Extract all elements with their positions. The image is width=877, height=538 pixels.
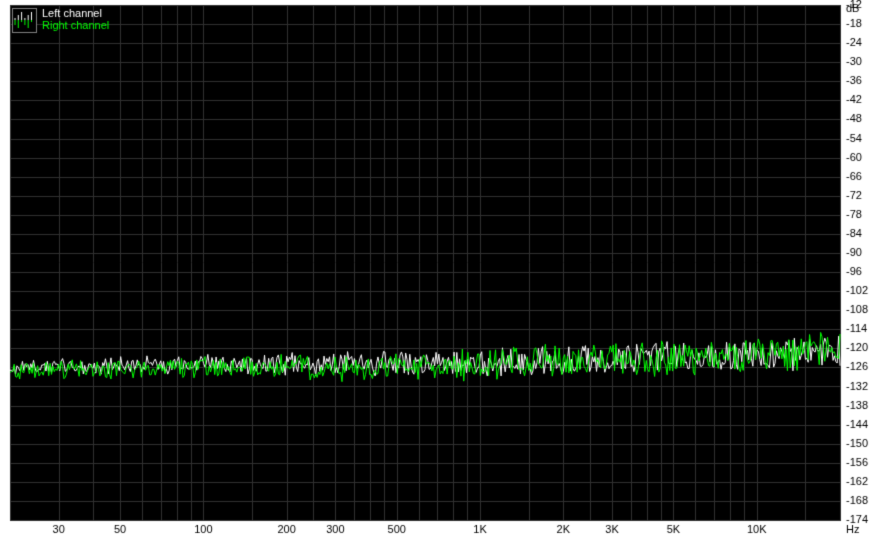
spectrum-analyzer-chart bbox=[0, 0, 877, 538]
spectrum-plot-canvas bbox=[0, 0, 877, 538]
